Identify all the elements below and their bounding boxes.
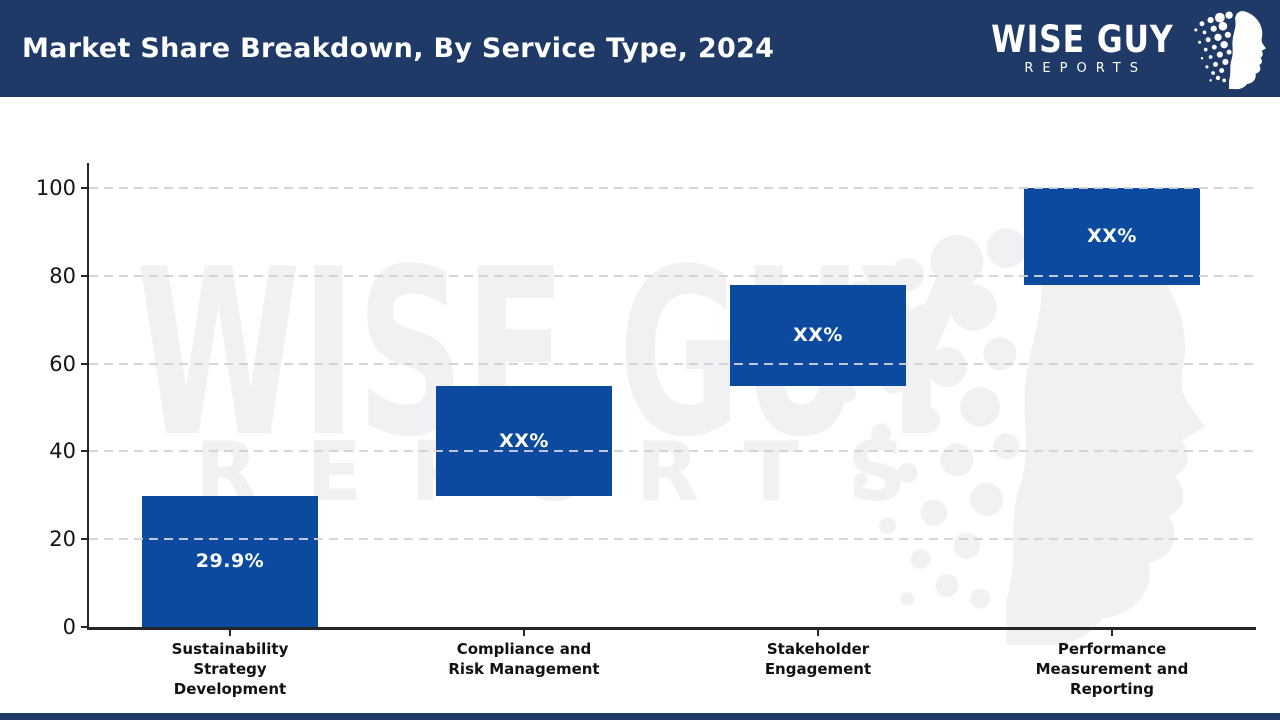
y-gridline [89,450,1256,453]
y-tick-label: 40 [49,439,76,464]
bar-segment: 29.9% [142,495,318,627]
y-tick-mark [81,538,88,541]
y-tick-label: 0 [62,615,76,639]
bar-value-label: 29.9% [195,550,265,573]
x-tick-mark [523,627,525,636]
y-axis-line [87,163,89,630]
y-tick-mark [81,450,88,453]
y-tick-label: 20 [49,527,76,552]
y-tick-label: 80 [49,263,76,288]
category-label: Stakeholder Engagement [764,640,872,678]
x-tick-mark [817,627,819,636]
bar-value-label: XX% [793,324,843,347]
y-gridline [89,187,1256,189]
category-label: Performance Measurement and Reporting [1035,640,1189,698]
page-title: Market Share Breakdown, By Service Type,… [22,33,775,64]
category-label: Compliance and Risk Management [448,640,600,678]
bar-segment: XX% [730,284,906,386]
brand-logo: WISE GUY REPORTS [975,8,1266,90]
bar-value-label: XX% [499,429,549,452]
brand-logo-text: WISE GUY REPORTS [975,21,1190,76]
y-gridline [89,274,1256,277]
brand-subtitle: REPORTS [1024,61,1147,76]
footer-bar [0,713,1280,720]
y-tick-label: 60 [49,351,76,376]
bar-value-label: XX% [1087,225,1137,248]
y-tick-mark [81,274,88,277]
y-tick-mark [81,626,88,628]
y-tick-mark [81,187,88,189]
y-tick-mark [81,362,88,365]
x-tick-mark [229,627,231,636]
dotted-head-icon [1194,10,1266,89]
category-label: Sustainability Strategy Development [171,640,289,698]
y-gridline [89,538,1256,541]
bar-segment: XX% [1024,188,1200,285]
brand-name: WISE GUY [991,18,1174,61]
x-tick-mark [1111,627,1113,636]
app-header: Market Share Breakdown, By Service Type,… [0,0,1280,97]
bar-segment: XX% [436,385,612,496]
x-axis-line [87,627,1256,630]
y-gridline [89,362,1256,365]
y-tick-label: 100 [35,176,76,200]
